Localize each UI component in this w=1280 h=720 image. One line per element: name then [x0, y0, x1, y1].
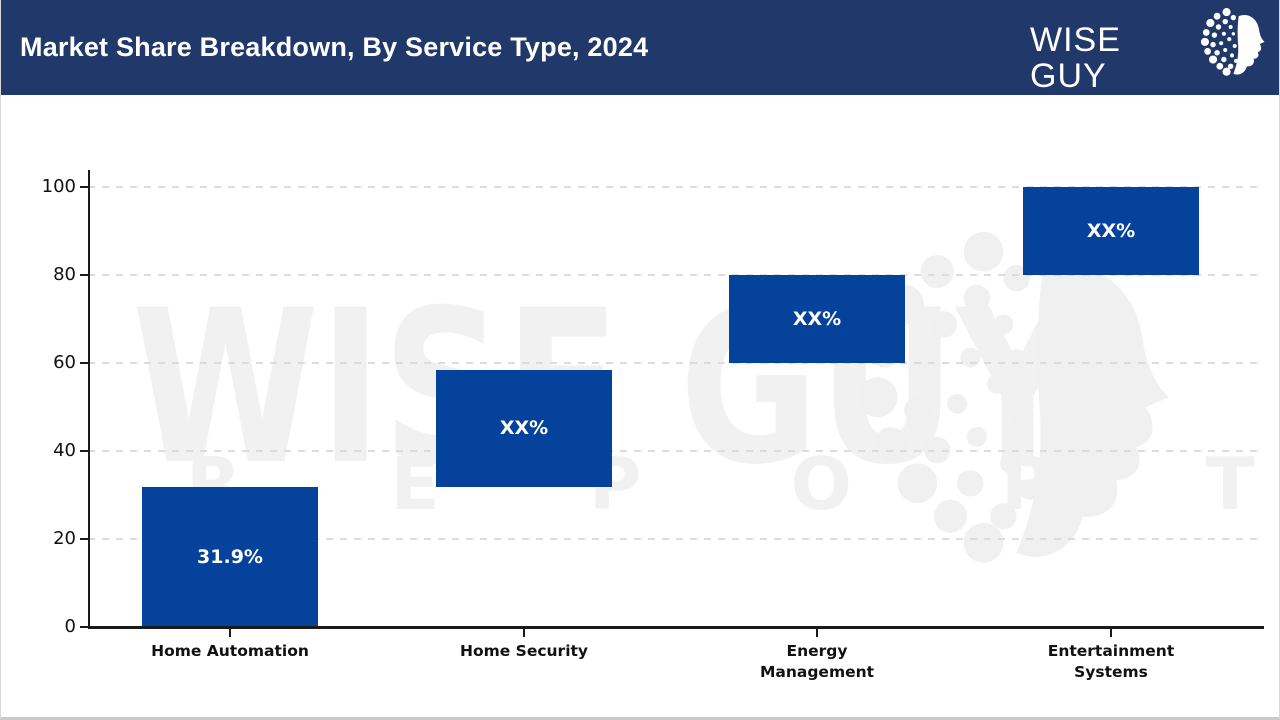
gridline — [88, 538, 1264, 540]
y-tick-label: 20 — [53, 528, 76, 549]
y-tick-mark — [80, 626, 88, 628]
y-tick-label: 40 — [53, 440, 76, 461]
brand-logo: WISE GUY R E P O R T S — [1030, 0, 1280, 124]
bar-energy-management: XX% — [729, 275, 905, 364]
y-axis-line — [88, 170, 90, 629]
x-tick-mark — [1110, 629, 1112, 637]
dotted-head-icon — [1200, 8, 1265, 76]
y-tick-mark — [80, 450, 88, 452]
y-tick-label: 60 — [53, 352, 76, 373]
x-category-label: Entertainment Systems — [1047, 642, 1175, 681]
bar-value-label: 31.9% — [197, 545, 263, 568]
page-title: Market Share Breakdown, By Service Type,… — [20, 32, 649, 62]
y-tick-label: 80 — [53, 264, 76, 285]
bar-value-label: XX% — [499, 417, 549, 440]
bar-value-label: XX% — [1086, 220, 1136, 242]
y-tick-mark — [80, 538, 88, 540]
x-tick-mark — [816, 629, 818, 637]
bar-home-automation: 31.9% — [142, 486, 318, 627]
x-tick-mark — [229, 629, 231, 637]
bar-home-security: XX% — [436, 369, 612, 487]
gridline — [88, 274, 1264, 276]
x-category-label: Energy Management — [759, 642, 875, 681]
gridline — [88, 186, 1264, 188]
y-tick-mark — [80, 186, 88, 188]
brand-name: WISE GUY — [1030, 21, 1121, 95]
brand-logo-text: WISE GUY R E P O R T S — [1030, 22, 1208, 124]
brand-subtitle: R E P O R T S — [1034, 96, 1200, 124]
x-tick-mark — [523, 629, 525, 637]
header-bar: Market Share Breakdown, By Service Type,… — [0, 0, 1280, 124]
y-tick-label: 0 — [64, 616, 76, 637]
y-tick-label: 100 — [41, 176, 76, 197]
x-category-label: Home Automation — [151, 642, 309, 660]
x-axis-line — [88, 626, 1264, 629]
y-tick-mark — [80, 274, 88, 276]
x-category-label: Home Security — [459, 642, 589, 660]
gridline — [88, 362, 1264, 364]
y-tick-mark — [80, 362, 88, 364]
bar-value-label: XX% — [792, 308, 842, 331]
gridline — [88, 450, 1264, 452]
bar-entertainment-systems: XX% — [1023, 187, 1199, 275]
